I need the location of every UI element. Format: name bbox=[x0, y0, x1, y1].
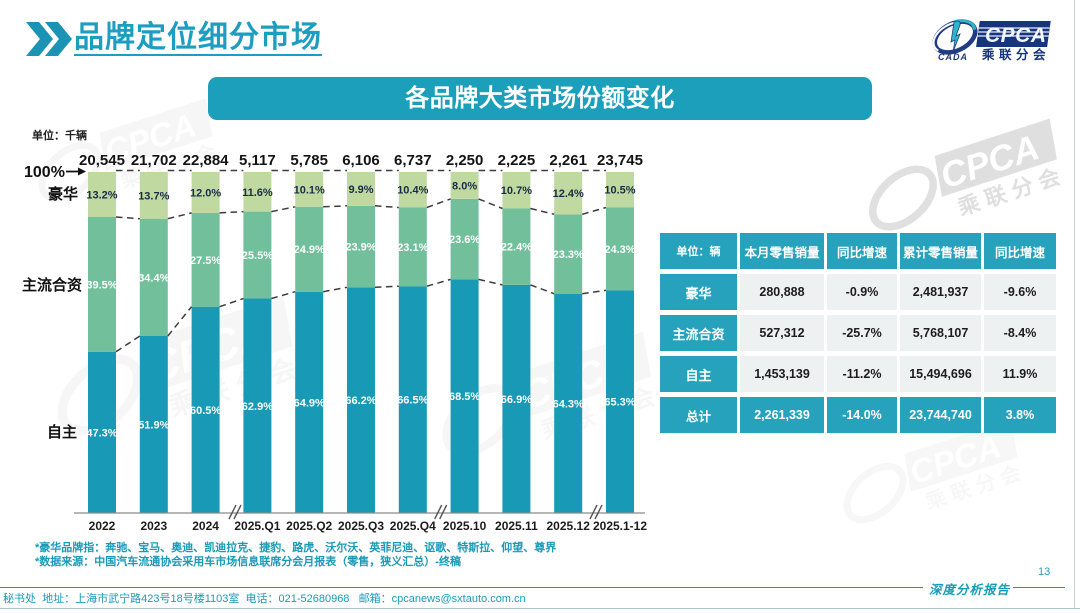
svg-text:9.9%: 9.9% bbox=[348, 184, 373, 196]
svg-text:2025.Q3: 2025.Q3 bbox=[338, 519, 384, 533]
svg-text:64.9%: 64.9% bbox=[294, 397, 325, 409]
svg-text:23.3%: 23.3% bbox=[553, 249, 584, 261]
svg-text:68.5%: 68.5% bbox=[449, 391, 480, 403]
svg-text:CADA: CADA bbox=[938, 52, 968, 62]
svg-text:66.9%: 66.9% bbox=[501, 394, 532, 406]
svg-text:主流合资: 主流合资 bbox=[22, 276, 82, 294]
svg-text:乘联分会: 乘联分会 bbox=[981, 47, 1050, 62]
svg-text:27.5%: 27.5% bbox=[190, 255, 221, 267]
svg-text:2025.10: 2025.10 bbox=[443, 519, 487, 533]
svg-text:23.6%: 23.6% bbox=[449, 234, 480, 246]
svg-text:39.5%: 39.5% bbox=[86, 279, 117, 291]
svg-text:2,225: 2,225 bbox=[498, 152, 536, 169]
svg-text:10.7%: 10.7% bbox=[501, 185, 532, 197]
svg-text:11.6%: 11.6% bbox=[242, 187, 273, 199]
svg-text:豪华: 豪华 bbox=[48, 185, 78, 203]
svg-text:24.3%: 24.3% bbox=[604, 244, 635, 256]
svg-text:21,702: 21,702 bbox=[131, 152, 177, 169]
svg-text:2025.12: 2025.12 bbox=[547, 519, 591, 533]
svg-text:2025.Q4: 2025.Q4 bbox=[390, 519, 436, 533]
svg-text:2022: 2022 bbox=[89, 519, 116, 533]
svg-text:60.5%: 60.5% bbox=[190, 405, 221, 417]
svg-text:13.2%: 13.2% bbox=[86, 190, 117, 202]
svg-text:20,545: 20,545 bbox=[79, 152, 125, 169]
svg-text:CPCA: CPCA bbox=[985, 24, 1047, 47]
svg-text:10.5%: 10.5% bbox=[604, 185, 635, 197]
svg-text:22.4%: 22.4% bbox=[501, 242, 532, 254]
svg-text:2024: 2024 bbox=[192, 519, 219, 533]
svg-text:12.0%: 12.0% bbox=[190, 188, 221, 200]
svg-text:2025.1-12: 2025.1-12 bbox=[593, 519, 647, 533]
svg-text:25.5%: 25.5% bbox=[242, 250, 273, 262]
svg-text:47.3%: 47.3% bbox=[86, 427, 117, 439]
svg-text:62.9%: 62.9% bbox=[242, 401, 273, 413]
svg-text:2025.Q1: 2025.Q1 bbox=[234, 519, 280, 533]
svg-text:66.2%: 66.2% bbox=[345, 395, 376, 407]
svg-text:23.1%: 23.1% bbox=[397, 242, 428, 254]
svg-text:66.5%: 66.5% bbox=[397, 395, 428, 407]
svg-text:6,106: 6,106 bbox=[342, 152, 380, 169]
svg-text:2,261: 2,261 bbox=[549, 152, 587, 169]
svg-text:8.0%: 8.0% bbox=[452, 181, 477, 193]
svg-text:23,745: 23,745 bbox=[597, 152, 643, 169]
svg-text:24.9%: 24.9% bbox=[294, 244, 325, 256]
svg-text:23.9%: 23.9% bbox=[345, 242, 376, 254]
svg-text:自主: 自主 bbox=[47, 423, 77, 441]
svg-text:10.1%: 10.1% bbox=[294, 184, 325, 196]
svg-text:12.4%: 12.4% bbox=[553, 188, 584, 200]
svg-text:13.7%: 13.7% bbox=[138, 190, 169, 202]
svg-text:64.3%: 64.3% bbox=[553, 398, 584, 410]
svg-text:22,884: 22,884 bbox=[183, 152, 230, 169]
svg-text:2025.11: 2025.11 bbox=[495, 519, 538, 533]
svg-text:5,117: 5,117 bbox=[239, 152, 276, 169]
svg-text:34.4%: 34.4% bbox=[138, 272, 169, 284]
svg-text:2025.Q2: 2025.Q2 bbox=[286, 519, 332, 533]
svg-text:2023: 2023 bbox=[140, 519, 167, 533]
svg-text:6,737: 6,737 bbox=[394, 152, 432, 169]
svg-text:2,250: 2,250 bbox=[446, 152, 484, 169]
svg-text:100%: 100% bbox=[24, 164, 65, 181]
svg-text:10.4%: 10.4% bbox=[397, 185, 428, 197]
svg-text:65.3%: 65.3% bbox=[604, 397, 635, 409]
svg-text:51.9%: 51.9% bbox=[138, 420, 169, 432]
svg-text:5,785: 5,785 bbox=[290, 152, 328, 169]
